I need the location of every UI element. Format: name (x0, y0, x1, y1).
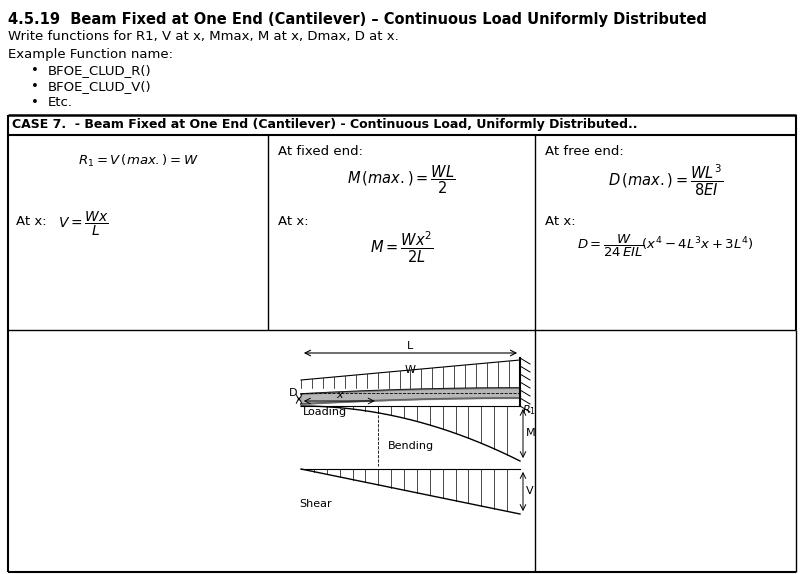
Text: Example Function name:: Example Function name: (8, 48, 173, 61)
Text: Bending: Bending (387, 441, 433, 451)
Text: At fixed end:: At fixed end: (278, 145, 362, 158)
Text: •: • (31, 80, 39, 93)
Text: W: W (405, 365, 415, 375)
Text: •: • (31, 96, 39, 109)
Text: At x:: At x: (544, 215, 575, 228)
Text: $D\,(max.) = \dfrac{WL^3}{8EI}$: $D\,(max.) = \dfrac{WL^3}{8EI}$ (607, 163, 722, 198)
Text: Write functions for R1, V at x, Mmax, M at x, Dmax, D at x.: Write functions for R1, V at x, Mmax, M … (8, 30, 398, 43)
Text: V: V (525, 487, 533, 497)
Text: $R_1 = V\,(max.) = W$: $R_1 = V\,(max.) = W$ (78, 153, 198, 169)
Text: Etc.: Etc. (48, 96, 73, 109)
Text: CASE 7.  - Beam Fixed at One End (Cantilever) - Continuous Load, Uniformly Distr: CASE 7. - Beam Fixed at One End (Cantile… (12, 118, 637, 131)
Text: At free end:: At free end: (544, 145, 623, 158)
Text: Loading: Loading (303, 407, 347, 417)
Text: $V = \dfrac{Wx}{L}$: $V = \dfrac{Wx}{L}$ (58, 210, 108, 238)
Text: x: x (336, 390, 342, 400)
Text: BFOE_CLUD_R(): BFOE_CLUD_R() (48, 64, 152, 77)
Text: Shear: Shear (299, 499, 331, 509)
Text: $M\,(max.) = \dfrac{WL}{2}$: $M\,(max.) = \dfrac{WL}{2}$ (347, 163, 455, 196)
Text: L: L (407, 341, 413, 351)
Text: M: M (525, 429, 535, 439)
Text: •: • (31, 64, 39, 77)
Text: D: D (288, 388, 296, 398)
Text: $D = \dfrac{W}{24\,EIL}\!\left(x^4 - 4L^3x + 3L^4\right)$: $D = \dfrac{W}{24\,EIL}\!\left(x^4 - 4L^… (577, 233, 753, 259)
Text: At x:: At x: (278, 215, 308, 228)
Text: $R_1$: $R_1$ (521, 403, 536, 417)
Text: At x:: At x: (16, 215, 47, 228)
Text: 4.5.19  Beam Fixed at One End (Cantilever) – Continuous Load Uniformly Distribut: 4.5.19 Beam Fixed at One End (Cantilever… (8, 12, 706, 27)
Text: $M = \dfrac{Wx^2}{2L}$: $M = \dfrac{Wx^2}{2L}$ (369, 230, 433, 265)
Text: BFOE_CLUD_V(): BFOE_CLUD_V() (48, 80, 152, 93)
